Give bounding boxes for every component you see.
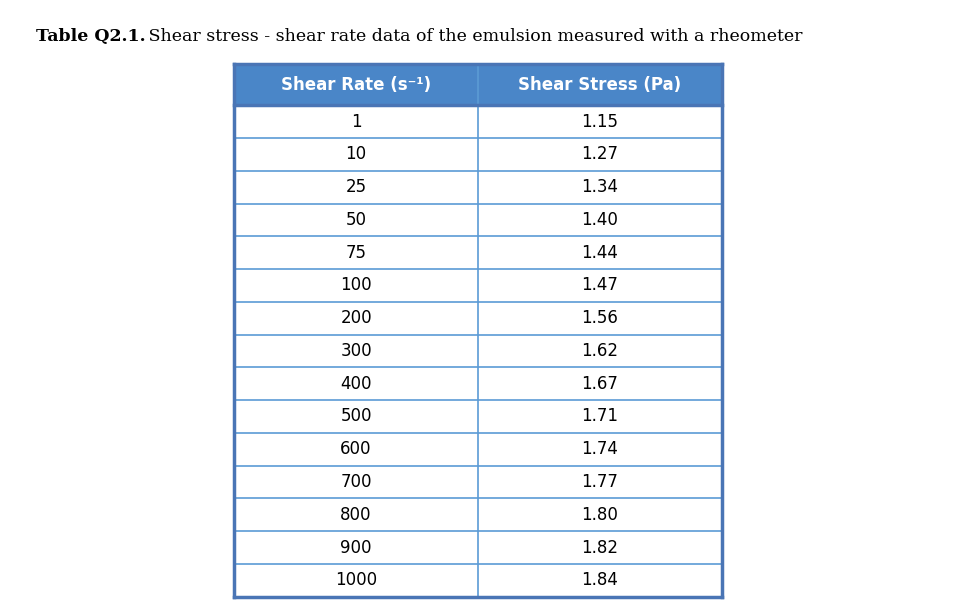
Text: 10: 10 (345, 146, 367, 163)
Text: 1000: 1000 (335, 572, 378, 589)
Text: 400: 400 (340, 375, 372, 393)
Text: Table Q2.1.: Table Q2.1. (36, 28, 146, 45)
Text: 1.40: 1.40 (581, 211, 619, 229)
Text: 600: 600 (340, 440, 372, 458)
Text: 200: 200 (340, 309, 372, 327)
Text: 1.82: 1.82 (581, 539, 619, 556)
Text: Shear Rate (s⁻¹): Shear Rate (s⁻¹) (281, 76, 431, 94)
Text: 900: 900 (340, 539, 372, 556)
Text: 700: 700 (340, 473, 372, 491)
Text: 1.27: 1.27 (581, 146, 619, 163)
Text: 1.84: 1.84 (581, 572, 619, 589)
Text: 75: 75 (346, 244, 366, 262)
Text: 1.34: 1.34 (581, 178, 619, 196)
Text: 1.71: 1.71 (581, 408, 619, 425)
Text: 1.67: 1.67 (581, 375, 619, 393)
Text: 800: 800 (340, 506, 372, 524)
Text: 500: 500 (340, 408, 372, 425)
Text: 1.62: 1.62 (581, 342, 619, 360)
Text: 1.47: 1.47 (581, 277, 619, 294)
Text: 1.56: 1.56 (581, 309, 619, 327)
Text: 1.74: 1.74 (581, 440, 619, 458)
Text: 1: 1 (351, 113, 361, 130)
Text: 100: 100 (340, 277, 372, 294)
Text: 50: 50 (346, 211, 366, 229)
Text: 1.80: 1.80 (581, 506, 619, 524)
Text: 1.77: 1.77 (581, 473, 619, 491)
Text: Shear Stress (Pa): Shear Stress (Pa) (518, 76, 682, 94)
Text: 1.15: 1.15 (581, 113, 619, 130)
Text: 25: 25 (345, 178, 367, 196)
Text: 1.44: 1.44 (581, 244, 619, 262)
Text: 300: 300 (340, 342, 372, 360)
Text: Shear stress - shear rate data of the emulsion measured with a rheometer: Shear stress - shear rate data of the em… (143, 28, 803, 45)
